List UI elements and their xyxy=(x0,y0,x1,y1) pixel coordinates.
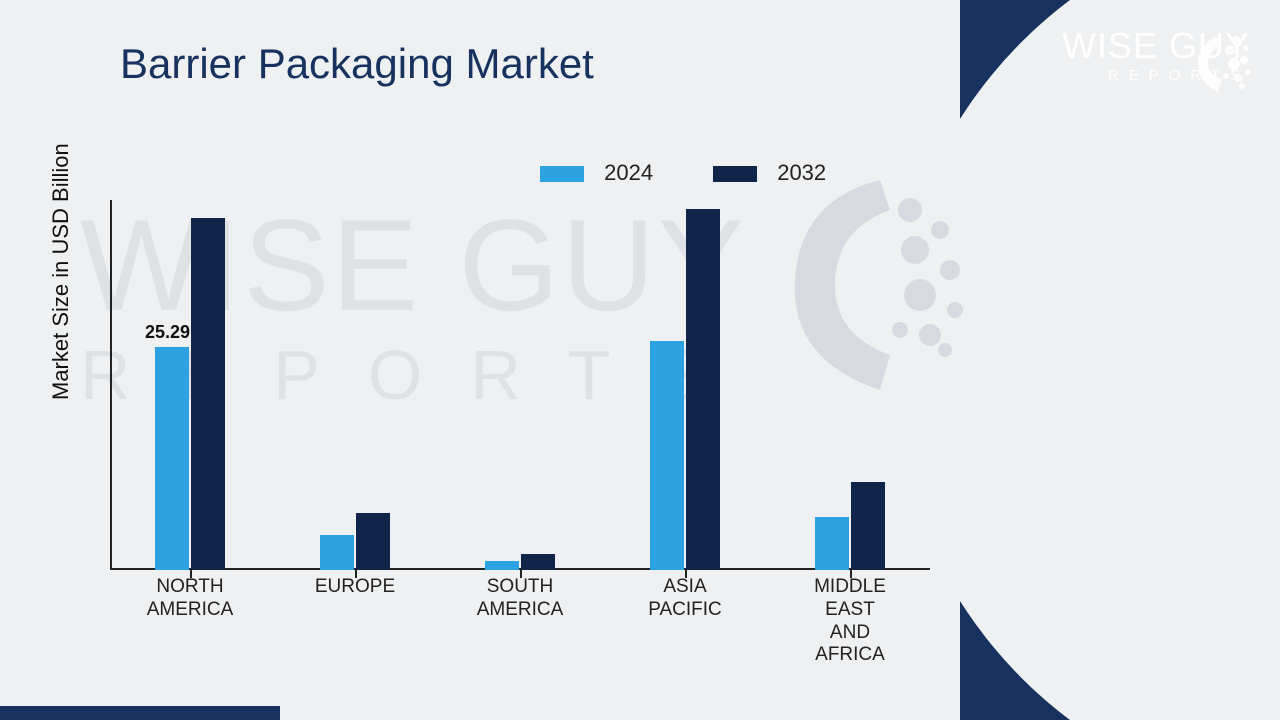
bar-2024-ap xyxy=(650,341,684,570)
bar-2032-mea xyxy=(851,482,885,570)
bar-group-na: 25.29 xyxy=(155,218,225,570)
brand-logo: WISE GUY REPORTS xyxy=(1062,28,1250,83)
x-label-eu: EUROPE xyxy=(315,576,395,599)
arc-cutout xyxy=(890,0,1280,720)
logo-head-icon xyxy=(1186,28,1256,98)
chart-card: WISE GUY REPORTS Barrier Packaging Marke… xyxy=(0,0,1280,720)
bar-2024-mea xyxy=(815,517,849,570)
bar-2032-eu xyxy=(356,513,390,570)
chart-title: Barrier Packaging Market xyxy=(120,40,594,88)
bar-2024-na xyxy=(155,347,189,570)
footer-accent-bar xyxy=(0,706,280,720)
bar-2024-sa xyxy=(485,561,519,570)
bar-value-label-na: 25.29 xyxy=(145,322,190,343)
legend-label-2024: 2024 xyxy=(604,160,653,185)
legend-item-2024: 2024 xyxy=(540,160,653,186)
bar-2032-sa xyxy=(521,554,555,570)
legend-item-2032: 2032 xyxy=(713,160,826,186)
legend-swatch-2032 xyxy=(713,166,757,182)
bar-group-mea xyxy=(815,482,885,570)
x-label-ap: ASIA PACIFIC xyxy=(648,576,722,622)
x-label-sa: SOUTH AMERICA xyxy=(477,576,564,622)
chart-plot-area: 25.29 xyxy=(110,200,930,570)
legend-swatch-2024 xyxy=(540,166,584,182)
legend-label-2032: 2032 xyxy=(777,160,826,185)
x-label-na: NORTH AMERICA xyxy=(147,576,234,622)
y-axis-label: Market Size in USD Billion xyxy=(48,143,74,400)
bar-2024-eu xyxy=(320,535,354,570)
bar-group-sa xyxy=(485,554,555,570)
bar-group-eu xyxy=(320,513,390,570)
y-axis xyxy=(110,200,112,570)
x-label-mea: MIDDLE EAST AND AFRICA xyxy=(814,576,886,667)
bar-2032-na xyxy=(191,218,225,570)
bar-group-ap xyxy=(650,209,720,570)
legend: 2024 2032 xyxy=(540,160,826,186)
bar-2032-ap xyxy=(686,209,720,570)
